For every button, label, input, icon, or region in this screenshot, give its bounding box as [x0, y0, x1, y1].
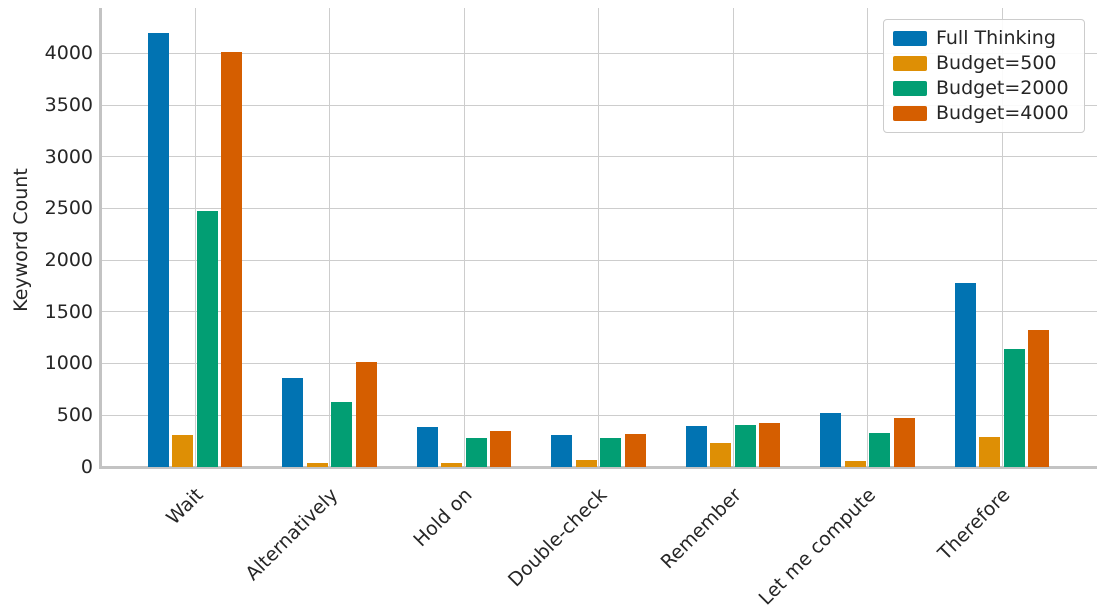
y-tick-label: 1500: [44, 300, 93, 323]
bar-budget-500-double-check: [575, 459, 597, 467]
bar-full-thinking-remember: [685, 426, 707, 467]
horizontal-gridline: [101, 414, 1097, 416]
bar-budget-4000-therefore: [1028, 330, 1050, 467]
x-tick-label: Let me compute: [754, 484, 881, 605]
y-axis-label: Keyword Count: [10, 168, 32, 312]
y-axis-spine: [99, 8, 102, 469]
x-tick-label: Alternatively: [241, 484, 343, 585]
x-tick-label: Double-check: [503, 484, 612, 592]
y-tick-label: 0: [80, 455, 93, 478]
horizontal-gridline: [101, 207, 1097, 209]
legend-label: Full Thinking: [936, 27, 1056, 49]
bar-budget-4000-hold-on: [490, 431, 512, 467]
x-tick-label: Therefore: [934, 484, 1015, 565]
bar-full-thinking-alternatively: [282, 377, 304, 467]
bar-budget-4000-alternatively: [355, 362, 377, 467]
bar-budget-4000-remember: [759, 423, 781, 467]
vertical-gridline: [463, 8, 465, 467]
x-tick-label: Wait: [162, 484, 208, 530]
legend-label: Budget=500: [936, 52, 1057, 74]
legend-item-full-thinking: Full Thinking: [893, 26, 1075, 51]
legend-item-budget-500: Budget=500: [893, 51, 1075, 76]
bar-budget-4000-wait: [221, 52, 243, 467]
bar-budget-2000-wait: [196, 210, 218, 467]
legend-swatch-budget-4000: [893, 106, 927, 121]
horizontal-gridline: [101, 156, 1097, 158]
bar-full-thinking-let-me-compute: [820, 412, 842, 467]
bar-budget-4000-double-check: [624, 433, 646, 467]
horizontal-gridline: [101, 52, 1097, 54]
vertical-gridline: [732, 8, 734, 467]
y-tick-label: 4000: [44, 42, 93, 65]
bar-budget-4000-let-me-compute: [893, 418, 915, 467]
bar-full-thinking-therefore: [954, 282, 976, 467]
bar-budget-2000-double-check: [600, 438, 622, 467]
legend-swatch-budget-500: [893, 56, 927, 71]
bar-full-thinking-double-check: [551, 435, 573, 467]
y-tick-label: 2500: [44, 197, 93, 220]
bar-budget-500-alternatively: [306, 463, 328, 467]
bar-budget-2000-remember: [734, 424, 756, 467]
bar-full-thinking-wait: [147, 32, 169, 467]
legend-swatch-full-thinking: [893, 31, 927, 46]
vertical-gridline: [1001, 8, 1003, 467]
y-tick-label: 3000: [44, 145, 93, 168]
bar-budget-2000-therefore: [1003, 348, 1025, 467]
legend-item-budget-4000: Budget=4000: [893, 101, 1075, 126]
vertical-gridline: [194, 8, 196, 467]
horizontal-gridline: [101, 362, 1097, 364]
bar-full-thinking-hold-on: [416, 426, 438, 467]
bar-budget-500-hold-on: [441, 462, 463, 467]
bar-budget-2000-alternatively: [331, 401, 353, 467]
vertical-gridline: [329, 8, 330, 467]
x-axis-spine: [99, 466, 1097, 469]
vertical-gridline: [867, 8, 868, 467]
y-tick-label: 1000: [44, 352, 93, 375]
y-tick-label: 2000: [44, 249, 93, 272]
x-tick-label: Hold on: [409, 484, 477, 552]
bar-budget-2000-let-me-compute: [869, 432, 891, 467]
bar-budget-500-let-me-compute: [844, 460, 866, 467]
legend-label: Budget=2000: [936, 77, 1069, 99]
vertical-gridline: [598, 8, 599, 467]
bar-budget-500-wait: [172, 434, 194, 467]
legend-item-budget-2000: Budget=2000: [893, 76, 1075, 101]
bar-budget-500-remember: [710, 442, 732, 467]
legend-swatch-budget-2000: [893, 81, 927, 96]
bar-budget-500-therefore: [979, 436, 1001, 467]
y-tick-label: 500: [56, 404, 93, 427]
x-tick-label: Remember: [656, 484, 746, 574]
bar-budget-2000-hold-on: [465, 437, 487, 467]
horizontal-gridline: [101, 311, 1097, 313]
legend-label: Budget=4000: [936, 102, 1069, 124]
y-tick-label: 3500: [44, 94, 93, 117]
horizontal-gridline: [101, 104, 1097, 106]
horizontal-gridline: [101, 259, 1097, 261]
legend: Full Thinking Budget=500 Budget=2000 Budget…: [883, 19, 1085, 133]
